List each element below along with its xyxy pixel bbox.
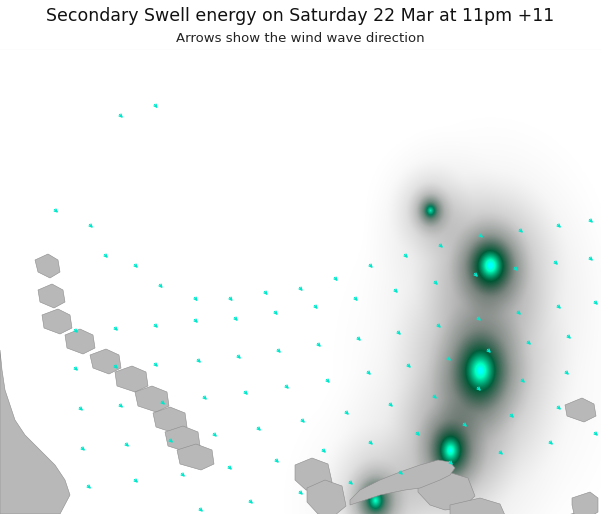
Polygon shape: [165, 426, 200, 452]
Polygon shape: [90, 349, 121, 374]
Polygon shape: [350, 460, 455, 505]
Polygon shape: [35, 254, 60, 278]
Text: Arrows show the wind wave direction: Arrows show the wind wave direction: [176, 32, 425, 46]
Polygon shape: [0, 350, 70, 514]
Polygon shape: [558, 512, 596, 514]
Polygon shape: [177, 444, 214, 470]
Polygon shape: [135, 386, 169, 412]
Polygon shape: [38, 284, 65, 308]
Polygon shape: [450, 498, 508, 514]
Polygon shape: [295, 458, 332, 492]
Polygon shape: [307, 480, 346, 514]
Polygon shape: [418, 472, 475, 510]
Polygon shape: [115, 366, 148, 392]
Polygon shape: [572, 492, 598, 514]
Polygon shape: [153, 407, 187, 433]
Text: Secondary Swell energy on Saturday 22 Mar at 11pm +11: Secondary Swell energy on Saturday 22 Ma…: [46, 7, 555, 25]
Polygon shape: [42, 309, 72, 334]
Polygon shape: [565, 398, 596, 422]
Polygon shape: [65, 329, 95, 354]
